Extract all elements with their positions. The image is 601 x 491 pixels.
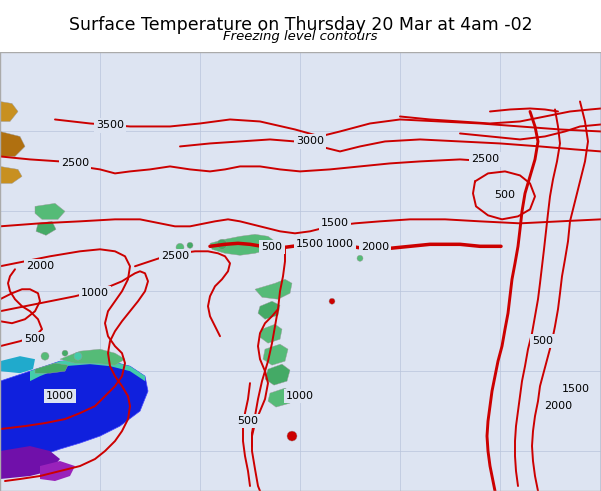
Circle shape (176, 244, 184, 251)
Circle shape (217, 239, 227, 249)
Text: Freezing level contours: Freezing level contours (223, 30, 378, 43)
Polygon shape (35, 363, 68, 373)
Polygon shape (35, 203, 65, 219)
Circle shape (62, 350, 68, 356)
Text: 2000: 2000 (361, 242, 389, 252)
Polygon shape (263, 344, 288, 365)
Text: Surface Temperature on Thursday 20 Mar at 4am -02: Surface Temperature on Thursday 20 Mar a… (69, 16, 532, 34)
Circle shape (287, 431, 297, 441)
Polygon shape (0, 446, 60, 479)
Text: 500: 500 (25, 334, 46, 344)
Text: 500: 500 (495, 191, 516, 200)
Text: 1000: 1000 (326, 239, 354, 249)
Circle shape (187, 243, 193, 248)
Text: 3500: 3500 (96, 120, 124, 131)
Polygon shape (36, 221, 56, 235)
Polygon shape (0, 166, 22, 184)
Text: 1000: 1000 (46, 391, 74, 401)
Text: 2500: 2500 (471, 154, 499, 164)
Text: 1000: 1000 (81, 288, 109, 298)
Text: 500: 500 (261, 242, 282, 252)
Text: 1500: 1500 (321, 218, 349, 228)
Polygon shape (40, 461, 75, 481)
Polygon shape (60, 349, 125, 365)
Text: 2000: 2000 (544, 401, 572, 411)
Polygon shape (0, 359, 148, 466)
Polygon shape (260, 324, 282, 343)
Text: 1500: 1500 (296, 239, 324, 249)
Circle shape (74, 352, 82, 360)
Circle shape (329, 298, 335, 304)
Text: 3000: 3000 (296, 136, 324, 146)
Polygon shape (258, 301, 280, 319)
Text: 1000: 1000 (286, 391, 314, 401)
Polygon shape (268, 388, 292, 407)
Circle shape (357, 255, 363, 261)
Text: 500: 500 (532, 336, 554, 346)
Polygon shape (255, 279, 292, 299)
Polygon shape (0, 132, 25, 157)
Text: 2500: 2500 (61, 159, 89, 168)
Text: 2500: 2500 (161, 251, 189, 261)
Text: 1500: 1500 (562, 384, 590, 394)
Text: 500: 500 (237, 416, 258, 426)
Polygon shape (0, 356, 35, 373)
Polygon shape (0, 102, 18, 121)
Polygon shape (265, 364, 290, 385)
Polygon shape (210, 234, 275, 255)
Circle shape (41, 352, 49, 360)
Polygon shape (30, 359, 145, 381)
Text: 2000: 2000 (26, 261, 54, 272)
